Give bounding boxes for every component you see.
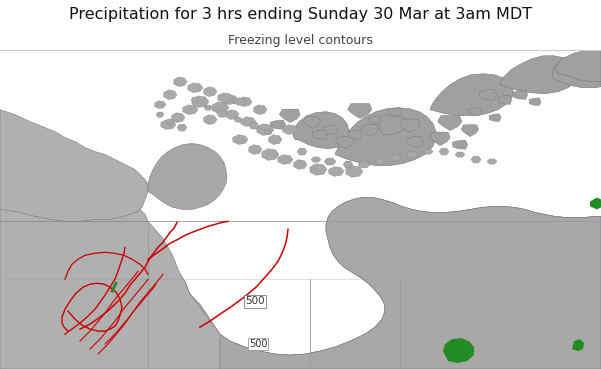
Polygon shape xyxy=(335,108,436,166)
Polygon shape xyxy=(204,87,217,97)
Polygon shape xyxy=(223,95,238,104)
Polygon shape xyxy=(311,157,321,162)
Polygon shape xyxy=(220,197,601,369)
Polygon shape xyxy=(489,114,501,121)
Polygon shape xyxy=(218,93,233,103)
Polygon shape xyxy=(257,124,274,135)
Polygon shape xyxy=(361,125,379,137)
Polygon shape xyxy=(148,144,227,210)
Polygon shape xyxy=(0,110,148,221)
Polygon shape xyxy=(177,124,187,131)
Polygon shape xyxy=(480,89,496,100)
Polygon shape xyxy=(590,197,601,210)
Polygon shape xyxy=(262,149,279,161)
Polygon shape xyxy=(500,56,578,94)
Polygon shape xyxy=(555,50,601,82)
Polygon shape xyxy=(468,108,482,115)
Polygon shape xyxy=(226,110,239,120)
Polygon shape xyxy=(343,161,353,168)
Polygon shape xyxy=(239,97,252,107)
Polygon shape xyxy=(346,166,363,177)
Polygon shape xyxy=(293,112,349,149)
Polygon shape xyxy=(234,98,246,106)
Polygon shape xyxy=(217,110,227,117)
Polygon shape xyxy=(303,117,320,128)
Polygon shape xyxy=(0,197,601,369)
Polygon shape xyxy=(391,154,401,161)
Polygon shape xyxy=(278,155,293,165)
Polygon shape xyxy=(163,90,177,100)
Polygon shape xyxy=(188,83,203,93)
Polygon shape xyxy=(358,161,370,168)
Polygon shape xyxy=(204,105,212,110)
Polygon shape xyxy=(212,102,229,114)
Polygon shape xyxy=(294,160,307,169)
Polygon shape xyxy=(249,145,262,154)
Polygon shape xyxy=(471,156,481,163)
Polygon shape xyxy=(270,120,285,129)
Polygon shape xyxy=(438,115,462,131)
Polygon shape xyxy=(377,115,407,135)
Polygon shape xyxy=(400,119,420,132)
Polygon shape xyxy=(156,112,164,117)
Polygon shape xyxy=(233,135,248,144)
Text: 500: 500 xyxy=(245,296,265,306)
Text: Precipitation for 3 hrs ending Sunday 30 Mar at 3am MDT: Precipitation for 3 hrs ending Sunday 30… xyxy=(69,7,532,23)
Polygon shape xyxy=(310,164,327,175)
Polygon shape xyxy=(552,57,601,88)
Polygon shape xyxy=(369,116,381,124)
Polygon shape xyxy=(347,103,372,118)
Polygon shape xyxy=(249,122,259,129)
Polygon shape xyxy=(283,125,298,134)
Polygon shape xyxy=(166,119,174,124)
Polygon shape xyxy=(498,95,512,104)
Polygon shape xyxy=(0,204,220,369)
Text: Freezing level contours: Freezing level contours xyxy=(228,34,373,47)
Polygon shape xyxy=(388,108,402,115)
Polygon shape xyxy=(461,125,478,137)
Polygon shape xyxy=(161,120,176,130)
Polygon shape xyxy=(375,159,385,164)
Polygon shape xyxy=(329,167,344,176)
Polygon shape xyxy=(279,109,300,123)
Polygon shape xyxy=(439,148,449,155)
Polygon shape xyxy=(191,97,199,102)
Polygon shape xyxy=(429,132,450,145)
Polygon shape xyxy=(241,117,256,127)
Polygon shape xyxy=(322,125,338,134)
Polygon shape xyxy=(234,117,242,122)
Polygon shape xyxy=(192,96,209,107)
Polygon shape xyxy=(264,129,272,134)
Polygon shape xyxy=(154,101,166,108)
Polygon shape xyxy=(324,158,336,165)
Polygon shape xyxy=(455,152,465,157)
Polygon shape xyxy=(406,151,418,158)
Polygon shape xyxy=(513,90,528,99)
Polygon shape xyxy=(297,148,307,155)
Polygon shape xyxy=(453,140,468,149)
Polygon shape xyxy=(269,135,282,144)
Polygon shape xyxy=(423,149,433,154)
Polygon shape xyxy=(443,338,474,363)
Polygon shape xyxy=(172,113,185,123)
Polygon shape xyxy=(487,159,497,164)
Text: 500: 500 xyxy=(249,339,267,349)
Polygon shape xyxy=(254,105,267,114)
Polygon shape xyxy=(204,115,217,124)
Polygon shape xyxy=(174,77,187,87)
Polygon shape xyxy=(529,98,541,106)
Polygon shape xyxy=(335,137,355,148)
Polygon shape xyxy=(313,130,328,139)
Polygon shape xyxy=(348,130,362,139)
Polygon shape xyxy=(572,339,584,351)
Polygon shape xyxy=(406,136,424,147)
Polygon shape xyxy=(430,74,513,115)
Polygon shape xyxy=(183,105,198,114)
